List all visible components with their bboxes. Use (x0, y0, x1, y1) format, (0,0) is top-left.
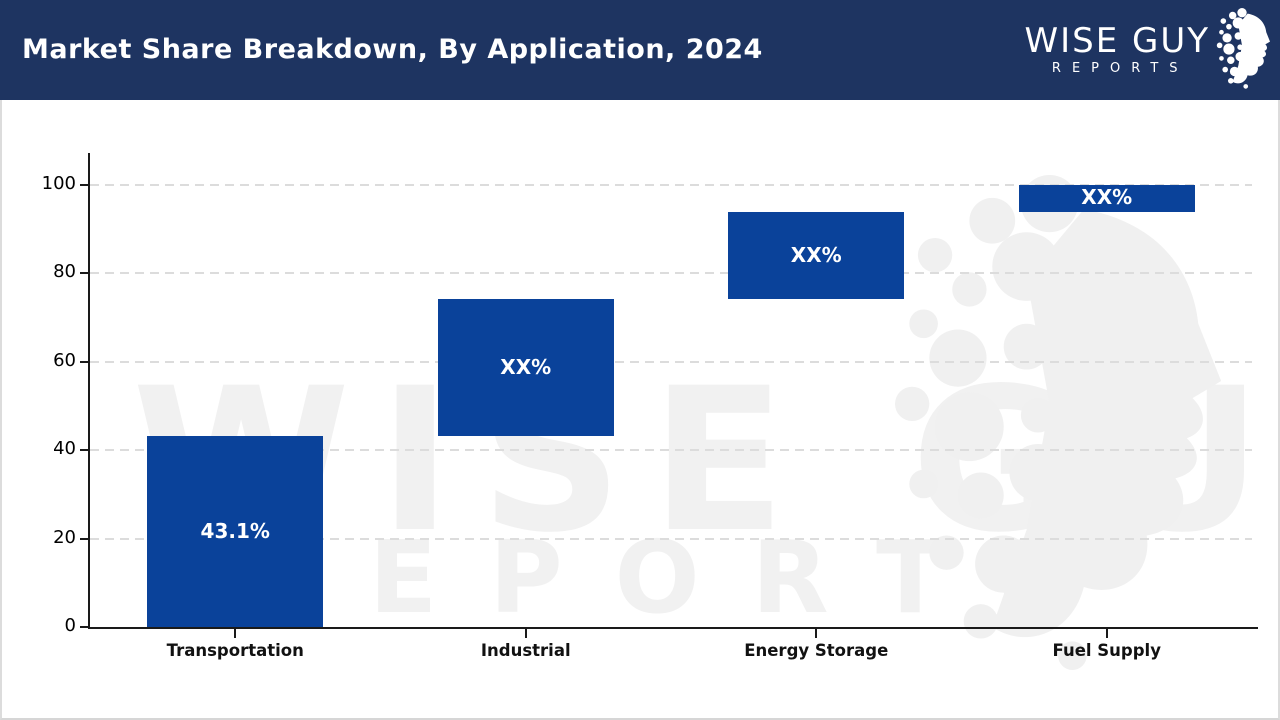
header-bar: Market Share Breakdown, By Application, … (0, 0, 1280, 100)
logo-wordmark: WISE GUY (1024, 21, 1210, 61)
watermark-subtitle: REPORTS (240, 519, 1121, 636)
y-tick-label: 0 (64, 615, 76, 636)
x-tick-mark (234, 629, 237, 638)
bar-industrial (437, 299, 614, 437)
gridline (90, 537, 1252, 540)
plot-canvas: WISE GUY REPORTS 020406080100Transportat… (2, 100, 1280, 716)
logo-dotted-head-icon (1214, 8, 1270, 92)
x-tick-label: Fuel Supply (1052, 641, 1161, 660)
y-tick-label: 40 (53, 438, 76, 459)
bar-fuel-supply (1018, 184, 1195, 213)
bar-value-label: XX% (500, 354, 552, 379)
x-tick-label: Energy Storage (744, 641, 889, 660)
x-tick-label: Industrial (480, 641, 571, 660)
y-axis-line (88, 153, 90, 629)
y-tick-mark (80, 360, 90, 363)
gridline (90, 360, 1252, 363)
logo-subtitle: REPORTS (1051, 61, 1189, 76)
y-tick-mark (80, 272, 90, 274)
x-axis-line (88, 627, 1258, 629)
x-tick-mark (524, 629, 527, 638)
x-tick-label: Transportation (166, 641, 304, 660)
y-tick-mark (80, 626, 90, 628)
y-tick-label: 60 (53, 349, 76, 371)
bar-value-label: 43.1% (200, 518, 270, 543)
brand-logo: WISE GUY REPORTS (1024, 7, 1270, 93)
bar-energy-storage (728, 212, 905, 300)
y-tick-mark (80, 537, 90, 540)
y-tick-label: 20 (53, 526, 76, 548)
y-tick-mark (80, 449, 90, 451)
x-tick-mark (1105, 629, 1108, 638)
gridline (90, 449, 1252, 451)
bar-value-label: XX% (1081, 185, 1133, 210)
bar-transportation (147, 436, 324, 627)
y-tick-mark (80, 183, 90, 186)
gridline (90, 183, 1252, 186)
waterfall-chart: 0 20 40 60 80 100 Transportation 43.1% Industria… (2, 100, 1280, 716)
y-tick-label: 100 (41, 172, 76, 194)
x-tick-mark (815, 629, 818, 638)
y-tick-label: 80 (53, 261, 76, 282)
bar-value-label: XX% (790, 242, 842, 267)
chart-title: Market Share Breakdown, By Application, … (22, 34, 763, 65)
gridline (90, 272, 1252, 274)
